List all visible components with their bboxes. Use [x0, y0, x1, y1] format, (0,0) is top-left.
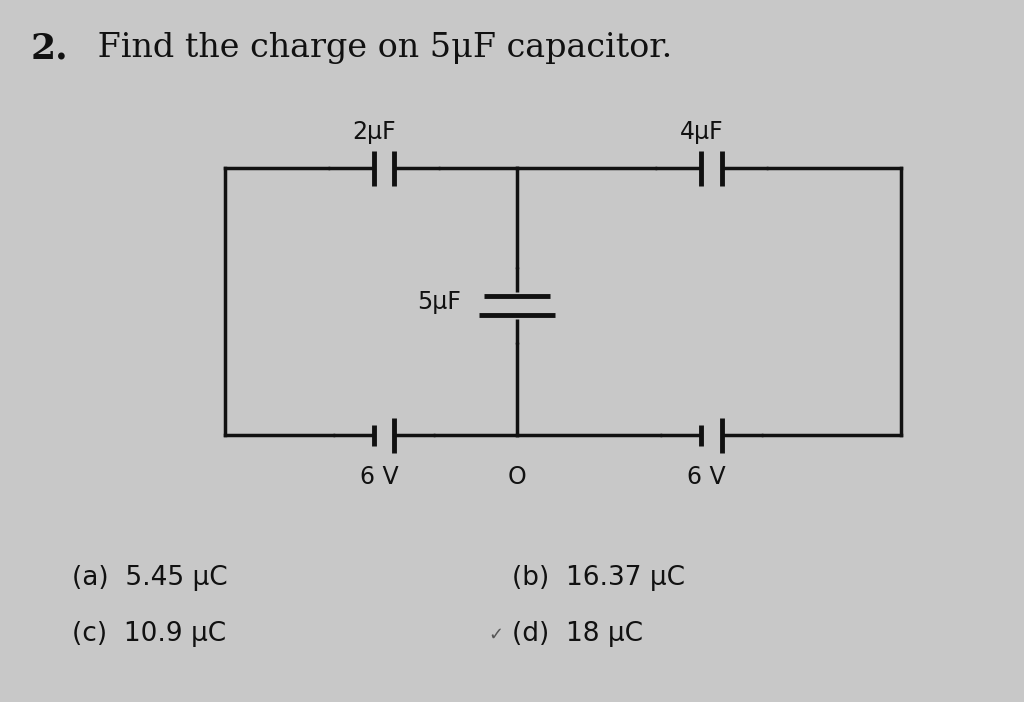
- Text: 4μF: 4μF: [680, 120, 723, 144]
- Text: Find the charge on 5μF capacitor.: Find the charge on 5μF capacitor.: [87, 32, 673, 64]
- Text: 2μF: 2μF: [352, 120, 395, 144]
- Text: 2.: 2.: [31, 32, 69, 65]
- Text: ✓: ✓: [488, 626, 504, 644]
- Text: (d)  18 μC: (d) 18 μC: [512, 621, 643, 647]
- Text: 5μF: 5μF: [417, 290, 461, 314]
- Text: 6 V: 6 V: [687, 465, 726, 489]
- Text: O: O: [508, 465, 526, 489]
- Text: (c)  10.9 μC: (c) 10.9 μC: [72, 621, 226, 647]
- Text: (a)  5.45 μC: (a) 5.45 μC: [72, 565, 227, 591]
- Text: (b)  16.37 μC: (b) 16.37 μC: [512, 565, 685, 591]
- Text: 6 V: 6 V: [359, 465, 398, 489]
